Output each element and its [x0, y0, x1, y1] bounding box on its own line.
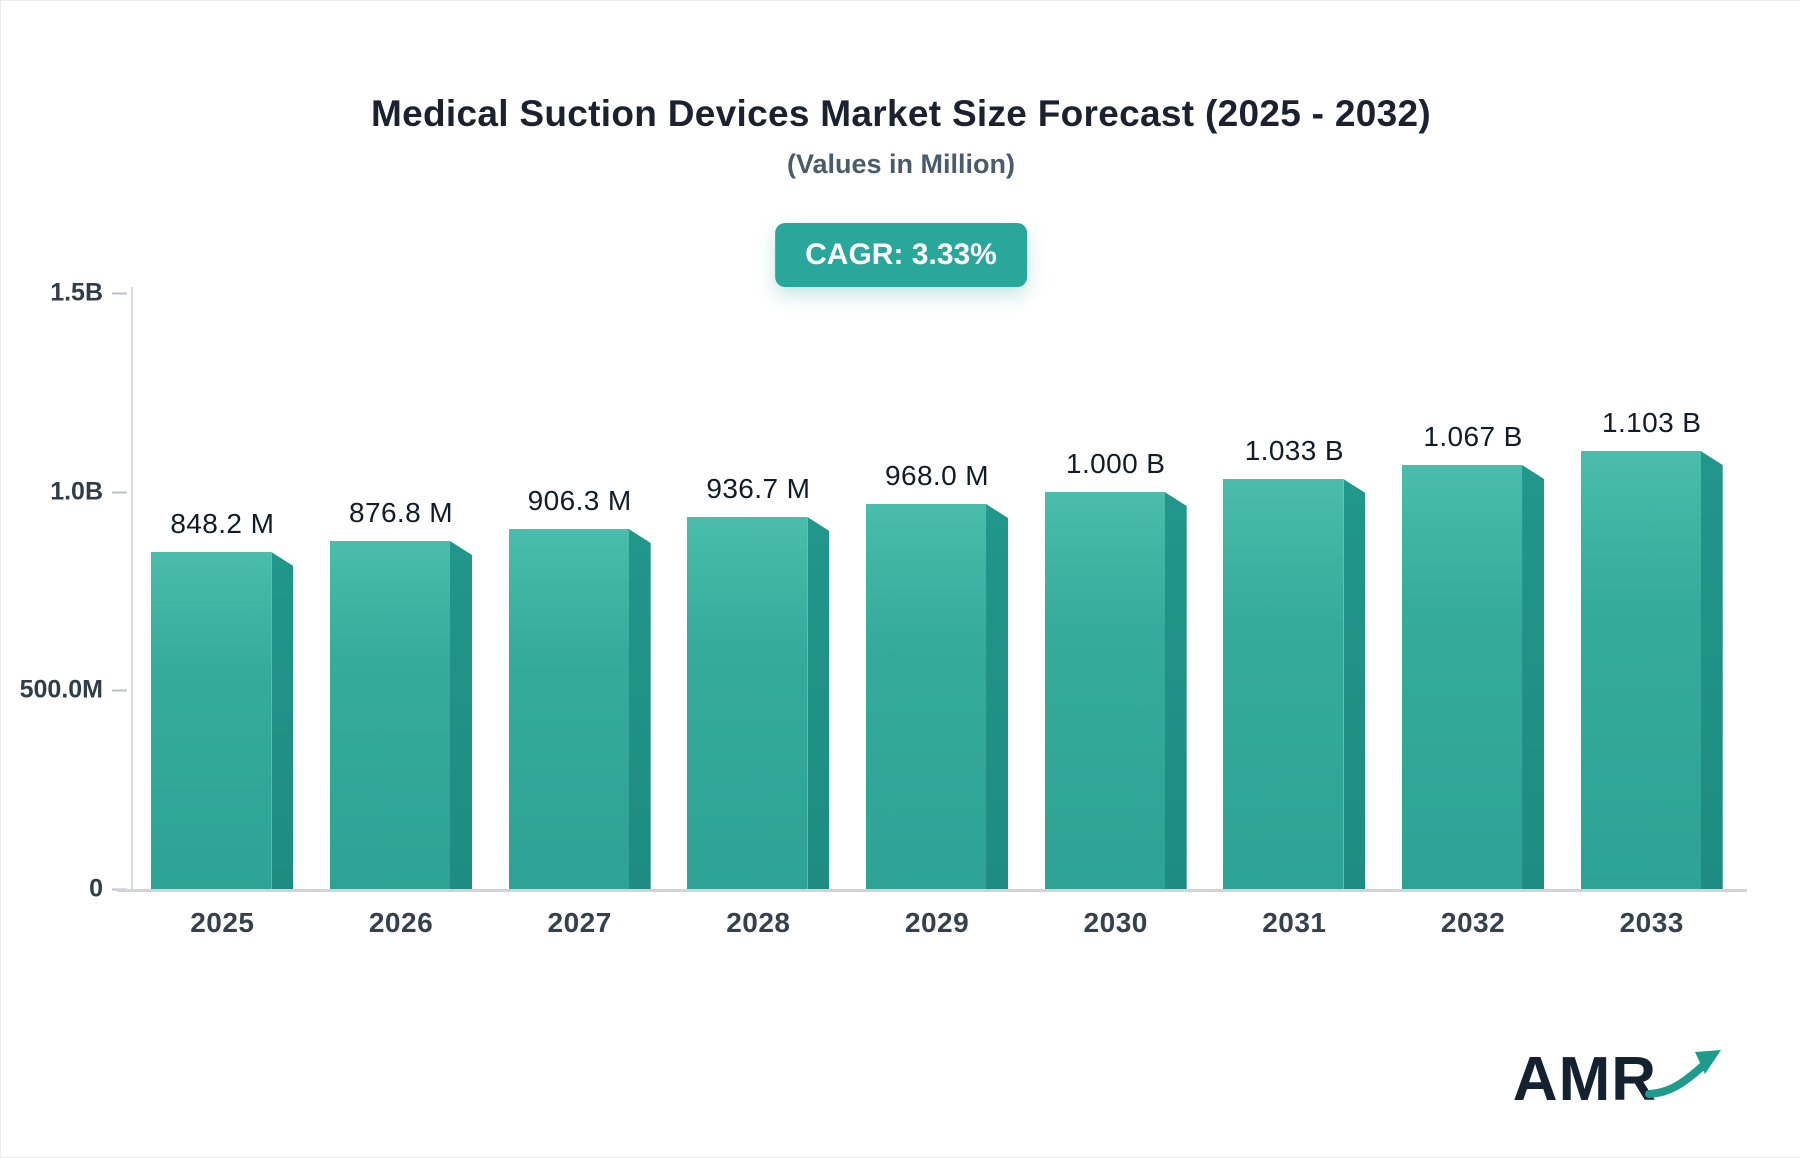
- bar-front-face: [1402, 465, 1523, 889]
- bar-value-label: 1.103 B: [1602, 407, 1702, 438]
- bar-side-face: [1522, 465, 1545, 889]
- bar-value-label: 936.7 M: [706, 473, 811, 504]
- bar-side-face: [1700, 451, 1723, 889]
- bar-side-face: [1343, 479, 1366, 889]
- x-axis-label: 2033: [1619, 907, 1684, 938]
- y-axis-tick-label: 1.5B: [50, 278, 103, 307]
- cagr-badge: CAGR: 3.33%: [775, 223, 1027, 287]
- bar-slot: 906.3 M: [490, 293, 669, 889]
- amr-logo: AMR: [1513, 1044, 1729, 1115]
- y-axis-tick-label: 1.0B: [50, 477, 103, 506]
- bar-side-face: [271, 552, 294, 889]
- bar-front-face: [866, 504, 987, 889]
- bar-front-face: [687, 517, 808, 889]
- bar-side-face: [986, 504, 1009, 889]
- chart-subtitle: (Values in Million): [786, 149, 1016, 179]
- y-axis-tick-label: 500.0M: [19, 675, 103, 704]
- bar: 936.7 M: [687, 473, 830, 889]
- y-axis-ticks: 1.5B 1.0B 500.0M 0: [1, 279, 131, 903]
- bar-value-label: 906.3 M: [527, 485, 632, 516]
- bar: 1.033 B: [1223, 435, 1366, 889]
- bar-side-face: [1164, 492, 1187, 889]
- chart-title: Medical Suction Devices Market Size Fore…: [370, 93, 1432, 134]
- bar-slot: 1.033 B: [1205, 293, 1384, 889]
- bar: 1.067 B: [1402, 421, 1545, 889]
- bar-front-face: [151, 552, 272, 889]
- bar-slot: 1.000 B: [1026, 293, 1205, 889]
- x-axis-label: 2025: [190, 907, 255, 938]
- bar-front-face: [330, 541, 450, 889]
- bar-side-face: [807, 517, 830, 889]
- x-axis-label: 2029: [904, 907, 970, 938]
- bar: 848.2 M: [151, 508, 294, 889]
- x-axis-label: 2030: [1083, 907, 1148, 938]
- bar: 906.3 M: [508, 485, 651, 889]
- bar-slot: 1.067 B: [1384, 293, 1563, 889]
- bar: 1.103 B: [1580, 407, 1723, 889]
- x-axis-label: 2027: [547, 907, 612, 938]
- bar-value-label: 1.067 B: [1423, 421, 1523, 452]
- bar-side-face: [450, 541, 472, 889]
- bar-value-label: 1.000 B: [1066, 448, 1166, 479]
- x-axis-line: [117, 889, 1747, 892]
- bar-slot: 936.7 M: [669, 293, 848, 889]
- bar-slot: 968.0 M: [848, 293, 1027, 889]
- bar-value-label: 968.0 M: [885, 460, 989, 491]
- y-axis-tick-label: 0: [89, 874, 103, 903]
- x-axis-labels: 2025 2026 2027 2028 2029 2030 2031 2032 2033: [133, 907, 1741, 939]
- bar-slot: 848.2 M: [133, 293, 312, 889]
- x-axis-label: 2026: [368, 907, 434, 938]
- bar: 1.000 B: [1044, 448, 1187, 889]
- x-axis-label: 2031: [1262, 907, 1327, 938]
- amr-logo-text: AMR: [1512, 1045, 1657, 1114]
- y-axis-tick: 1.5B: [50, 279, 127, 308]
- bar-side-face: [628, 529, 651, 889]
- bar-value-label: 876.8 M: [349, 497, 453, 528]
- bar: 968.0 M: [866, 460, 1009, 889]
- y-axis-tick-mark: [112, 292, 127, 294]
- bar-front-face: [508, 529, 629, 889]
- bar-front-face: [1044, 492, 1165, 889]
- y-axis-tick: 1.0B: [50, 478, 127, 507]
- bar-slot: 1.103 B: [1562, 293, 1741, 889]
- y-axis-line: [131, 287, 133, 891]
- y-axis-tick: 500.0M: [20, 676, 127, 705]
- bar-front-face: [1223, 479, 1344, 889]
- plot-area: 848.2 M 876.8 M 906.3 M 936.7 M 968.0 M 1.000…: [133, 293, 1741, 889]
- bar: 876.8 M: [330, 497, 472, 889]
- x-axis-label: 2028: [726, 907, 791, 938]
- y-axis-tick-mark: [112, 491, 127, 493]
- bar-slot: 876.8 M: [312, 293, 491, 889]
- bar-value-label: 1.033 B: [1244, 435, 1345, 466]
- x-axis-label: 2032: [1440, 907, 1506, 938]
- y-axis-tick-mark: [112, 689, 127, 691]
- bar-front-face: [1580, 451, 1701, 889]
- growth-arrow-icon: [1645, 1049, 1721, 1098]
- bar-value-label: 848.2 M: [170, 508, 275, 539]
